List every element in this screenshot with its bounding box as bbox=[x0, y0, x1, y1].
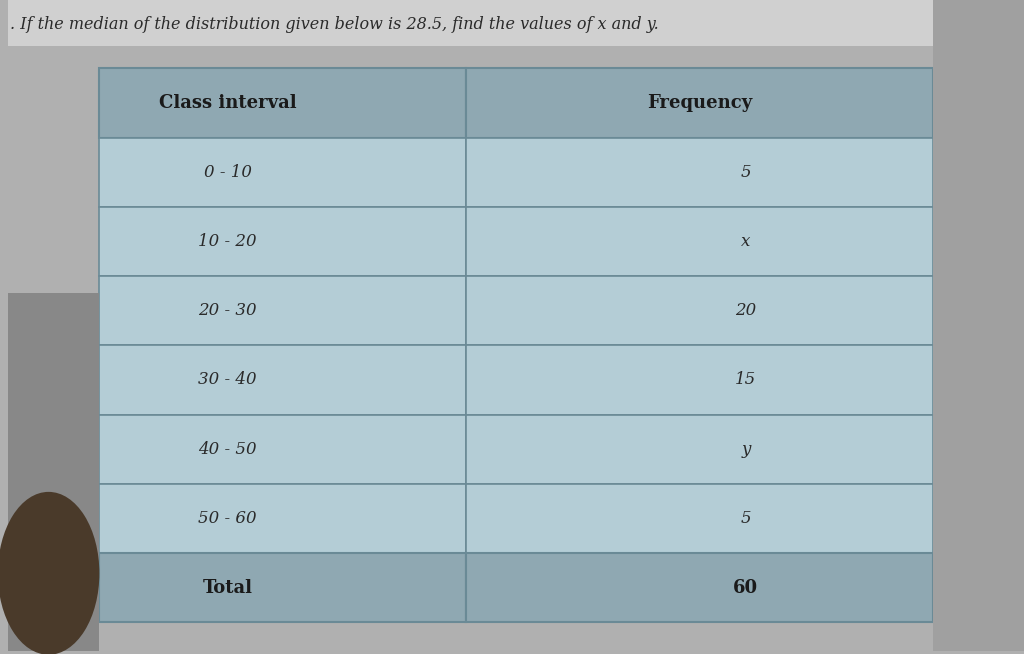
Ellipse shape bbox=[0, 492, 99, 654]
Text: 50 - 60: 50 - 60 bbox=[199, 510, 257, 527]
Bar bbox=[466, 137, 933, 207]
Bar bbox=[99, 553, 466, 622]
Text: . If the median of the distribution given below is 28.5, find the values of x an: . If the median of the distribution give… bbox=[10, 16, 659, 33]
Bar bbox=[99, 69, 466, 137]
Bar bbox=[99, 276, 466, 345]
Bar bbox=[99, 207, 466, 276]
Bar bbox=[466, 415, 933, 484]
Bar bbox=[99, 345, 466, 415]
Bar bbox=[466, 553, 933, 622]
Bar bbox=[466, 484, 933, 553]
Text: y: y bbox=[741, 441, 751, 458]
Bar bbox=[99, 415, 466, 484]
Bar bbox=[466, 276, 933, 345]
Text: Class interval: Class interval bbox=[159, 94, 297, 112]
Bar bbox=[8, 293, 99, 651]
Text: x: x bbox=[741, 233, 751, 250]
Text: 5: 5 bbox=[740, 164, 752, 181]
Text: 0 - 10: 0 - 10 bbox=[204, 164, 252, 181]
Bar bbox=[99, 137, 466, 207]
Text: 10 - 20: 10 - 20 bbox=[199, 233, 257, 250]
Text: 5: 5 bbox=[740, 510, 752, 527]
Bar bbox=[99, 484, 466, 553]
Text: Total: Total bbox=[203, 579, 253, 596]
Text: Frequency: Frequency bbox=[646, 94, 752, 112]
Bar bbox=[8, 0, 1024, 46]
Bar bbox=[466, 69, 933, 137]
Text: 60: 60 bbox=[733, 579, 759, 596]
Text: 20: 20 bbox=[735, 302, 757, 319]
Text: 20 - 30: 20 - 30 bbox=[199, 302, 257, 319]
Bar bbox=[466, 207, 933, 276]
Bar bbox=[466, 345, 933, 415]
Text: 40 - 50: 40 - 50 bbox=[199, 441, 257, 458]
Text: 30 - 40: 30 - 40 bbox=[199, 371, 257, 388]
Text: 15: 15 bbox=[735, 371, 757, 388]
Bar bbox=[933, 0, 1024, 651]
